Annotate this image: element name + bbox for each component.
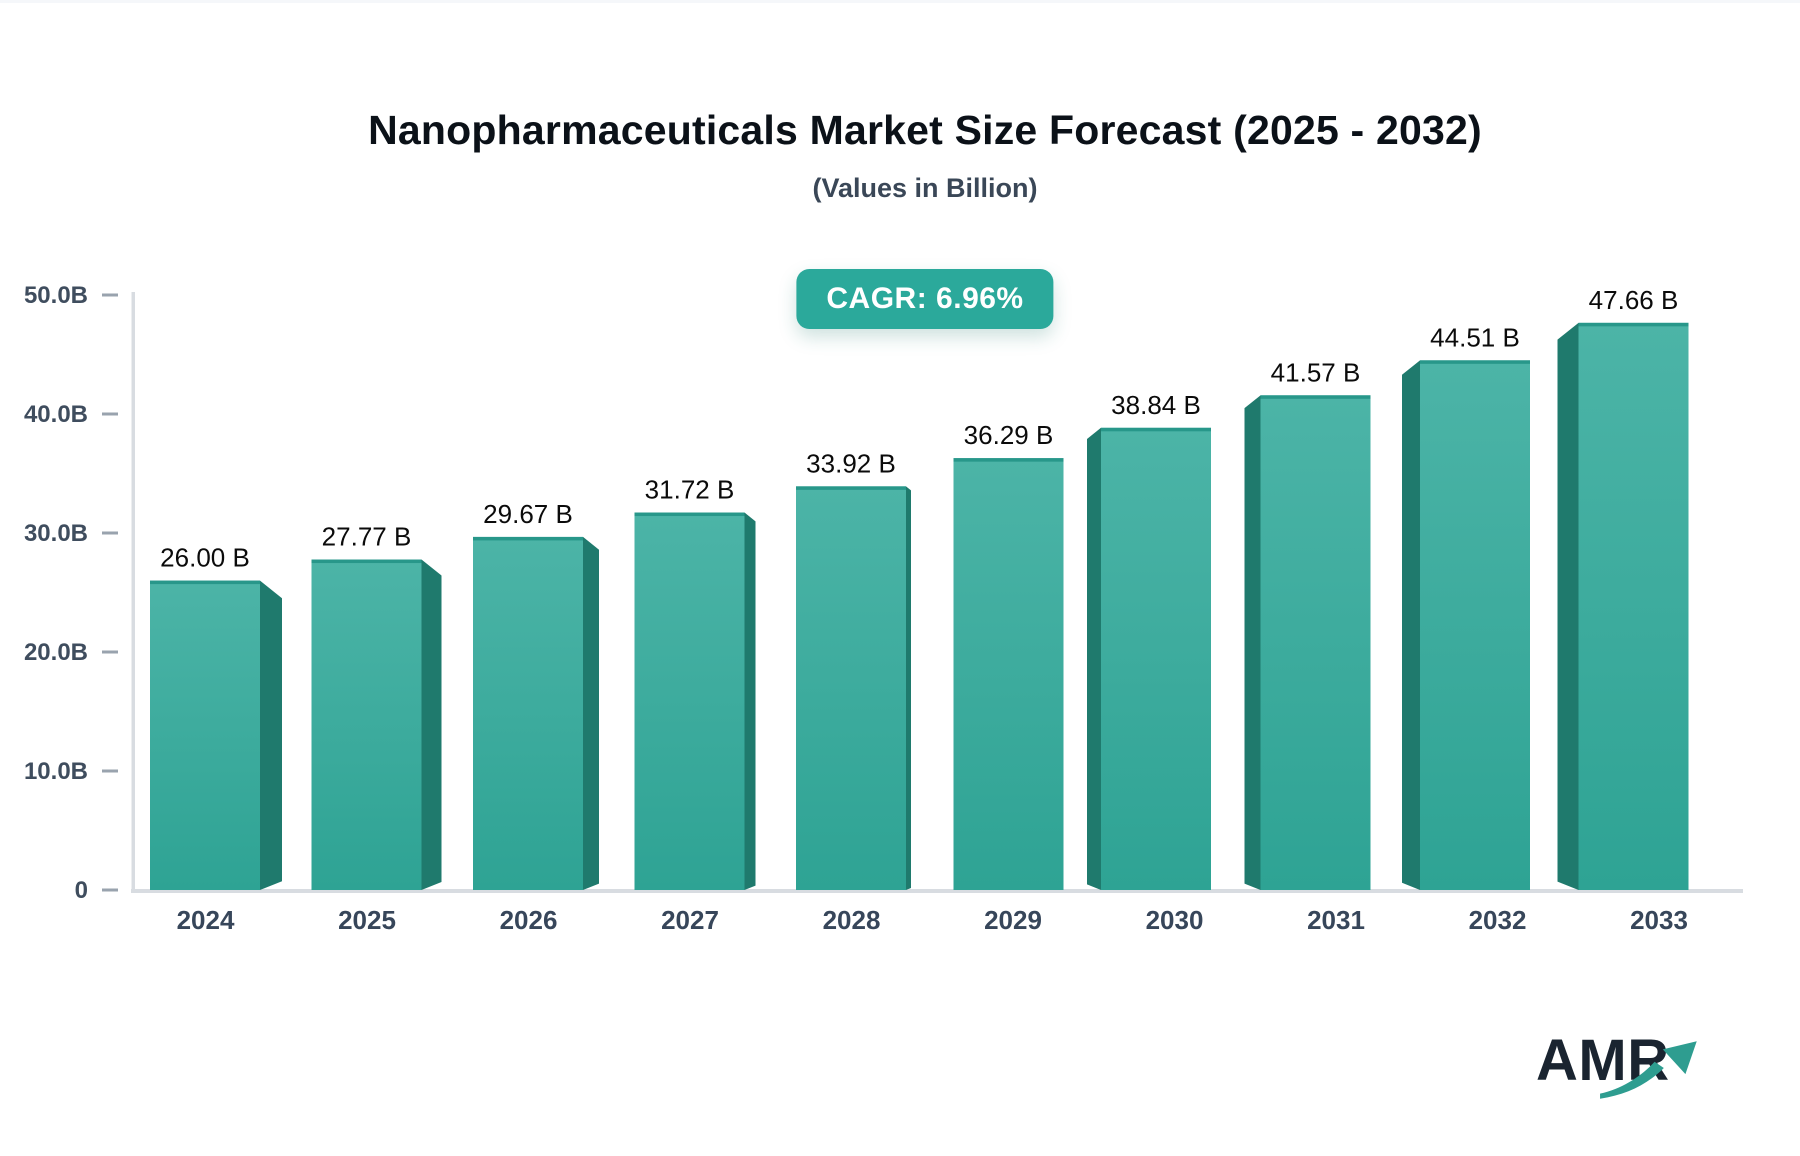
growth-arrow-head xyxy=(1662,1041,1697,1075)
x-axis-year-label: 2027 xyxy=(661,905,719,935)
bar-2030 xyxy=(1101,427,1211,890)
bar-2029 xyxy=(953,458,1064,890)
x-axis-year-label: 2029 xyxy=(984,905,1042,935)
y-axis-tick-label: 20.0B xyxy=(24,639,88,666)
x-axis-baseline xyxy=(131,889,1743,893)
bar-side-face xyxy=(421,559,442,890)
bar-value-label: 33.92 B xyxy=(806,448,896,478)
x-axis-year-label: 2026 xyxy=(500,905,558,935)
y-tick-mark xyxy=(102,888,118,892)
bar-side-face xyxy=(1087,427,1101,890)
x-axis-year-label: 2025 xyxy=(338,905,396,935)
cagr-badge: CAGR: 6.96% xyxy=(796,269,1054,329)
bar-top-edge xyxy=(796,486,906,490)
y-axis-tick-label: 30.0B xyxy=(24,520,88,547)
bar-value-label: 27.77 B xyxy=(322,522,412,552)
x-axis-year-label: 2030 xyxy=(1146,905,1204,935)
bar-side-face xyxy=(1402,360,1420,890)
x-axis-year-label: 2024 xyxy=(177,905,235,935)
bar-value-label: 36.29 B xyxy=(964,420,1054,450)
bar-side-face xyxy=(583,536,599,890)
growth-arrow-icon xyxy=(1600,1041,1697,1099)
brand-logo: AMR xyxy=(1536,1029,1776,1124)
y-tick-mark xyxy=(102,293,118,297)
y-tick-mark xyxy=(102,650,118,654)
bar-top-edge xyxy=(473,536,583,541)
bar-top-edge xyxy=(1420,360,1530,364)
bar-top-edge xyxy=(311,559,422,564)
bar-value-label: 41.57 B xyxy=(1271,357,1361,387)
bar-value-label: 47.66 B xyxy=(1589,285,1679,315)
bar-2025 xyxy=(311,559,422,890)
bar-value-label: 29.67 B xyxy=(483,499,573,529)
x-axis-year-label: 2032 xyxy=(1469,905,1527,935)
y-axis-tick-label: 10.0B xyxy=(24,758,88,785)
x-axis-year-label: 2033 xyxy=(1630,905,1688,935)
x-axis-year-label: 2031 xyxy=(1307,905,1365,935)
y-tick-mark xyxy=(102,412,118,416)
y-axis-tick-label: 50.0B xyxy=(24,282,88,309)
bar-value-label: 26.00 B xyxy=(160,543,250,573)
y-axis-tick-label: 0 xyxy=(75,877,88,904)
bar-top-edge xyxy=(634,512,745,517)
bar-2024 xyxy=(150,580,260,890)
bar-side-face xyxy=(744,512,756,890)
bar-side-face xyxy=(1244,395,1261,890)
bar-2032 xyxy=(1420,360,1530,890)
bar-2033 xyxy=(1578,322,1689,890)
bar-chart: 50.0B 40.0B 30.0B 20.0B 10.0B 0 26.00 B 2024 27.… xyxy=(24,282,1743,935)
chart-subtitle: (Values in Billion) xyxy=(812,173,1038,203)
bar-top-edge xyxy=(953,458,1064,462)
bar-value-label: 31.72 B xyxy=(645,475,735,505)
bar-top-edge xyxy=(1578,322,1689,327)
bar-top-edge xyxy=(1260,395,1371,399)
bar-2027 xyxy=(634,512,745,890)
bar-2028 xyxy=(796,486,906,890)
chart-title: Nanopharmaceuticals Market Size Forecast… xyxy=(368,107,1482,153)
y-axis-line xyxy=(131,292,135,892)
bar-side-face xyxy=(1557,322,1579,890)
bar-value-label: 38.84 B xyxy=(1111,390,1201,420)
bar-2026 xyxy=(473,536,583,890)
y-axis-tick-label: 40.0B xyxy=(24,401,88,428)
x-axis-year-label: 2028 xyxy=(823,905,881,935)
bar-value-label: 44.51 B xyxy=(1430,322,1520,352)
bar-side-face xyxy=(260,580,282,890)
bar-top-edge xyxy=(150,580,260,585)
y-tick-mark xyxy=(102,769,118,773)
bar-side-face xyxy=(906,486,911,890)
bar-2031 xyxy=(1260,395,1371,890)
y-tick-mark xyxy=(102,531,118,535)
bar-top-edge xyxy=(1101,427,1211,432)
growth-arrow-tail xyxy=(1600,1061,1664,1099)
